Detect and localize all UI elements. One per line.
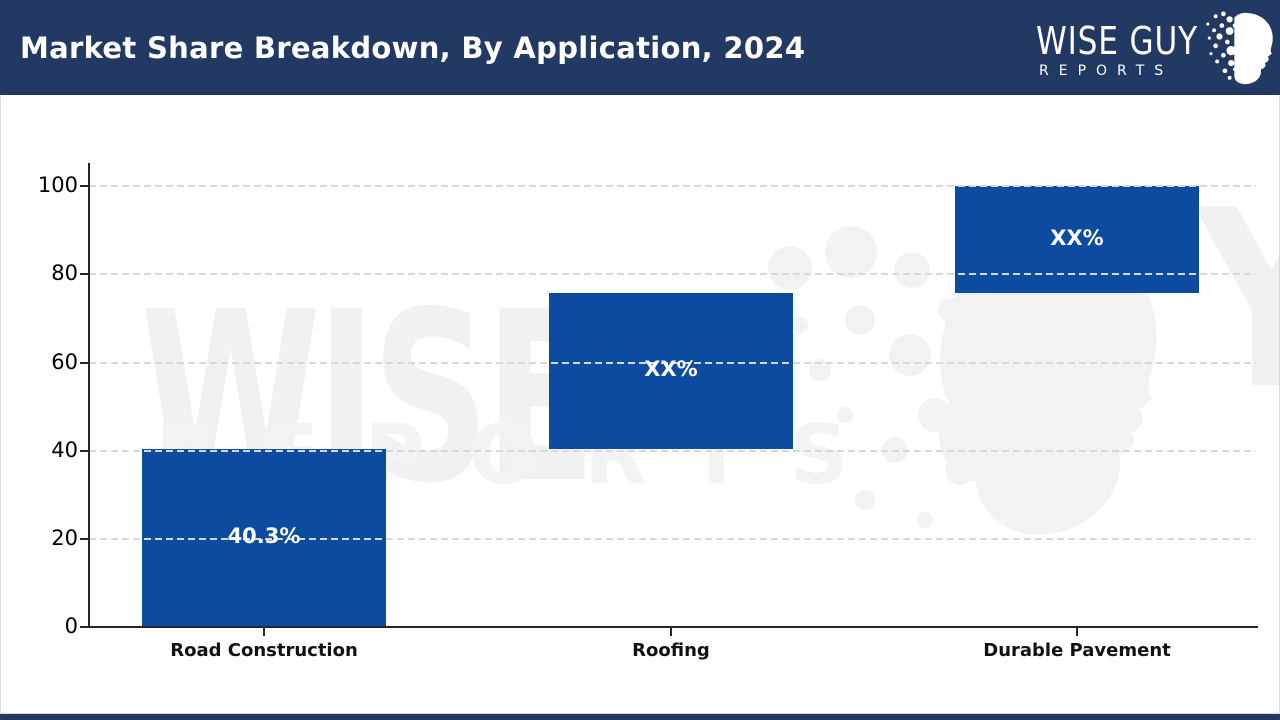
y-tick-label: 60 bbox=[51, 349, 78, 374]
x-tick-mark bbox=[263, 628, 265, 636]
y-gridline bbox=[89, 449, 1256, 452]
bar-segment bbox=[549, 293, 793, 450]
x-category-label: Road Construction bbox=[170, 640, 358, 661]
y-gridline bbox=[89, 537, 1256, 540]
y-gridline bbox=[89, 273, 1256, 276]
y-tick-mark bbox=[80, 273, 88, 276]
page-title: Market Share Breakdown, By Application, … bbox=[20, 30, 806, 65]
footer-accent-bar bbox=[0, 714, 1280, 720]
x-category-label: Durable Pavement bbox=[983, 640, 1171, 661]
x-tick-mark bbox=[1076, 628, 1078, 636]
y-tick-mark bbox=[80, 185, 88, 188]
y-tick-label: 40 bbox=[51, 437, 78, 462]
y-tick-label: 80 bbox=[51, 261, 78, 286]
y-tick-mark bbox=[80, 626, 88, 628]
bar-segment bbox=[955, 186, 1199, 294]
y-tick-mark bbox=[80, 449, 88, 452]
x-tick-mark bbox=[670, 628, 672, 636]
brand-subtitle-text: REPORTS bbox=[1039, 63, 1174, 79]
header-bar: Market Share Breakdown, By Application, … bbox=[0, 0, 1280, 95]
y-tick-mark bbox=[80, 361, 88, 364]
y-axis-line bbox=[87, 163, 91, 629]
x-category-label: Roofing bbox=[632, 640, 710, 661]
brand-logo: WISE GUY REPORTS bbox=[1032, 5, 1278, 93]
y-tick-mark bbox=[80, 537, 88, 540]
y-tick-label: 0 bbox=[64, 614, 78, 638]
y-tick-label: 20 bbox=[51, 525, 78, 550]
watermark-dotted-head-icon bbox=[768, 226, 1157, 535]
y-tick-label: 100 bbox=[37, 173, 78, 198]
brand-dotted-head-icon bbox=[1206, 11, 1273, 85]
bar-value-label: 40.3% bbox=[227, 524, 301, 549]
bar-value-label: XX% bbox=[644, 357, 698, 382]
x-axis-line bbox=[87, 625, 1258, 629]
brand-name-text: WISE GUY bbox=[1036, 19, 1198, 63]
y-gridline bbox=[89, 185, 1256, 188]
y-gridline bbox=[89, 361, 1256, 364]
bar-value-label: XX% bbox=[1050, 225, 1104, 250]
